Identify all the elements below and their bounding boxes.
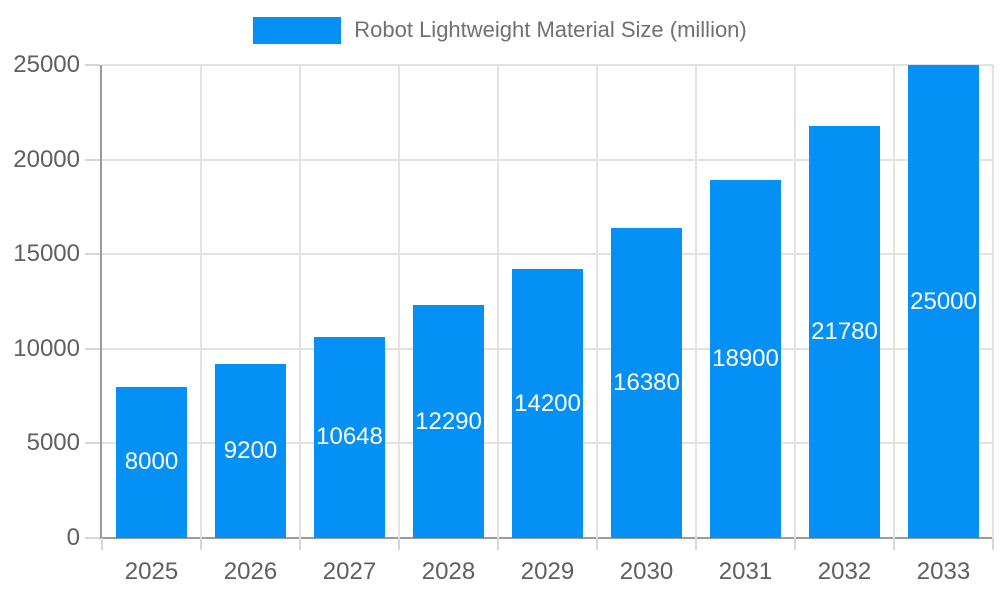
vertical-gridline — [992, 65, 994, 538]
x-axis-tick-label: 2027 — [322, 558, 377, 585]
bar-value-label: 21780 — [811, 317, 878, 345]
bar: 16380 — [611, 228, 682, 538]
x-axis-tick-label: 2033 — [916, 558, 971, 585]
x-axis-tick — [299, 538, 301, 550]
y-axis-tick-label: 5000 — [26, 429, 80, 457]
x-axis-tick — [497, 538, 499, 550]
x-axis-tick-label: 2029 — [520, 558, 575, 585]
y-axis-tick — [85, 253, 100, 256]
bar-value-label: 25000 — [910, 287, 977, 315]
x-axis-tick — [992, 538, 994, 550]
bar-value-label: 14200 — [514, 389, 581, 417]
y-axis-tick — [85, 64, 100, 66]
y-axis-tick-label: 0 — [66, 524, 80, 551]
legend-item[interactable]: Robot Lightweight Material Size (million… — [253, 14, 747, 46]
bar: 25000 — [908, 65, 979, 538]
x-axis-tick — [398, 538, 400, 550]
bar: 10648 — [314, 336, 385, 538]
horizontal-gridline — [102, 253, 993, 256]
vertical-gridline — [695, 65, 697, 538]
y-axis-labels: 0 5000 10000 15000 20000 25000 — [0, 53, 80, 550]
y-axis-tick — [85, 347, 100, 350]
y-axis-tick — [85, 158, 100, 161]
bar-value-label: 18900 — [712, 345, 779, 373]
y-axis-line — [100, 65, 102, 538]
vertical-gridline — [200, 65, 202, 538]
vertical-gridline — [893, 65, 895, 538]
vertical-gridline — [497, 65, 499, 538]
bar-value-label: 16380 — [613, 369, 680, 397]
x-axis-tick — [596, 538, 598, 550]
bar: 9200 — [215, 363, 286, 538]
y-axis-tick-label: 10000 — [13, 334, 80, 362]
x-axis-tick-label: 2032 — [817, 558, 872, 585]
plot-area: 8000 2025 9200 2026 10648 2027 12290 2028 14200 2… — [85, 64, 994, 584]
x-axis-line — [100, 537, 993, 539]
bar: 8000 — [116, 386, 187, 538]
legend-color-swatch — [253, 16, 342, 44]
bar: 14200 — [512, 269, 583, 538]
bar-value-label: 8000 — [124, 448, 179, 476]
horizontal-gridline — [102, 158, 993, 161]
bar-value-label: 12290 — [415, 407, 482, 435]
y-axis-tick — [85, 442, 100, 445]
x-axis-tick — [101, 538, 103, 550]
x-axis-tick-label: 2026 — [223, 558, 278, 585]
bar: 21780 — [809, 125, 880, 538]
bar: 12290 — [413, 305, 484, 538]
vertical-gridline — [794, 65, 796, 538]
vertical-gridline — [299, 65, 301, 538]
x-axis-tick — [695, 538, 697, 550]
x-axis-tick — [893, 538, 895, 550]
y-axis-tick-label: 20000 — [13, 145, 80, 173]
vertical-gridline — [398, 65, 400, 538]
x-axis-tick-label: 2028 — [421, 558, 476, 585]
vertical-gridline — [596, 65, 598, 538]
bar-value-label: 10648 — [316, 423, 383, 451]
horizontal-gridline — [102, 64, 993, 66]
bar: 18900 — [710, 180, 781, 538]
x-axis-tick-label: 2030 — [619, 558, 674, 585]
x-axis-tick — [794, 538, 796, 550]
x-axis-tick-label: 2025 — [124, 558, 179, 585]
y-axis-tick-label: 15000 — [13, 240, 80, 268]
x-axis-tick-label: 2031 — [718, 558, 773, 585]
x-axis-tick — [200, 538, 202, 550]
chart-legend: Robot Lightweight Material Size (million… — [0, 14, 1000, 46]
y-axis-tick — [85, 537, 100, 539]
bar-value-label: 9200 — [223, 436, 278, 464]
legend-series-label: Robot Lightweight Material Size (million… — [354, 17, 747, 42]
y-axis-tick-label: 25000 — [13, 51, 80, 78]
